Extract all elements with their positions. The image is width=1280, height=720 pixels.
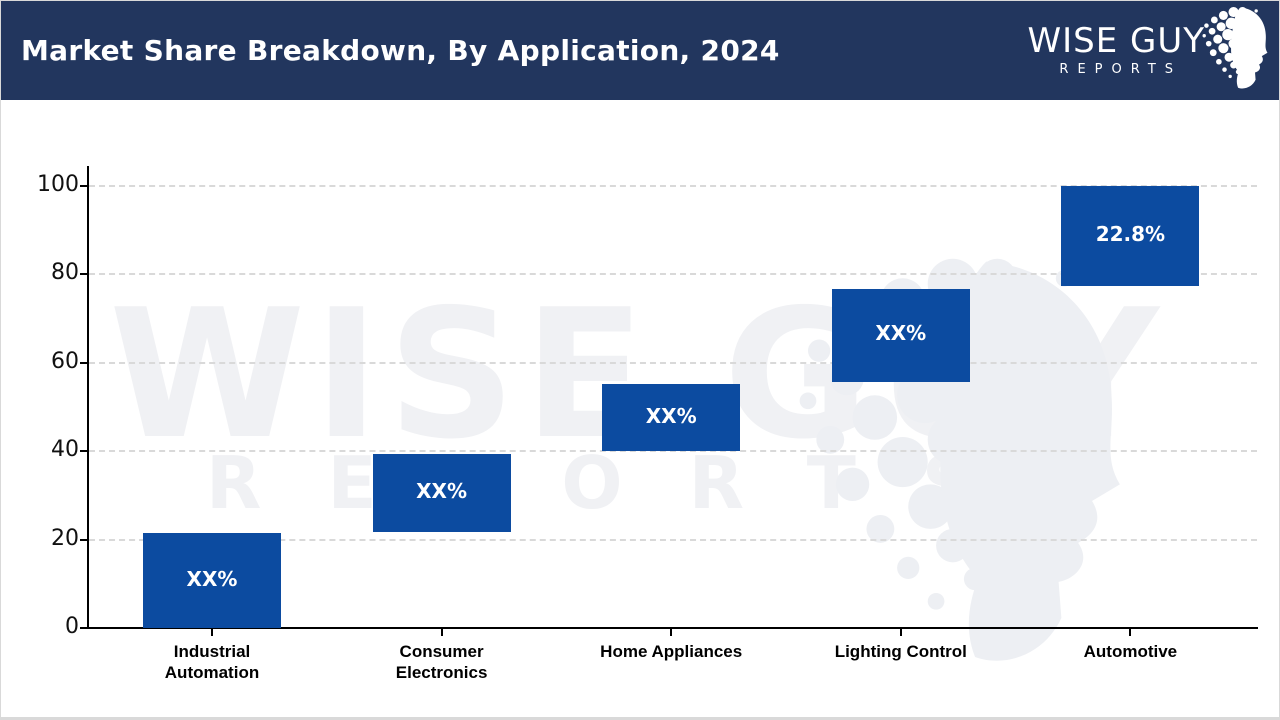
y-tick-mark bbox=[80, 361, 89, 364]
x-category-label: Industrial Automation bbox=[164, 642, 260, 683]
x-category-label: Consumer Electronics bbox=[395, 642, 488, 683]
gridline-80 bbox=[89, 273, 1257, 275]
y-tick-mark bbox=[80, 450, 89, 452]
bar-value-label: 22.8% bbox=[1095, 221, 1166, 246]
bar-5 bbox=[1061, 185, 1200, 287]
x-tick-mark bbox=[670, 629, 673, 636]
logo-reports-text: REPORTS bbox=[1059, 62, 1183, 77]
x-tick-mark bbox=[899, 629, 902, 636]
bar-3 bbox=[602, 384, 741, 451]
y-tick-mark bbox=[80, 184, 89, 187]
x-category-label: Home Appliances bbox=[600, 642, 743, 661]
gridline-40 bbox=[89, 450, 1257, 452]
bar-2 bbox=[372, 454, 511, 532]
y-tick-label: 60 bbox=[51, 348, 79, 374]
bar-4 bbox=[831, 288, 970, 382]
y-tick-label: 100 bbox=[37, 171, 79, 197]
bar-value-label: XX% bbox=[875, 321, 927, 346]
bottom-divider bbox=[1, 717, 1279, 719]
bar-1 bbox=[143, 533, 281, 628]
y-tick-mark bbox=[80, 627, 89, 629]
logo-wiseguy-text: WISE GUY bbox=[1027, 21, 1205, 61]
x-category-label: Lighting Control bbox=[834, 642, 967, 661]
y-tick-label: 20 bbox=[51, 525, 79, 551]
y-tick-mark bbox=[80, 273, 89, 275]
y-tick-label: 80 bbox=[51, 260, 79, 285]
y-tick-mark bbox=[80, 538, 89, 541]
x-tick-mark bbox=[1129, 629, 1132, 636]
bar-value-label: XX% bbox=[645, 403, 697, 428]
gridline-60 bbox=[89, 361, 1257, 364]
gridline-100 bbox=[89, 184, 1257, 187]
logo-text: WISE GUY REPORTS bbox=[1027, 24, 1205, 77]
bar-value-label: XX% bbox=[186, 566, 238, 591]
page-title: Market Share Breakdown, By Application, … bbox=[21, 34, 780, 67]
header-band: Market Share Breakdown, By Application, … bbox=[1, 1, 1279, 100]
x-axis-spine bbox=[87, 627, 1258, 629]
x-category-label: Automotive bbox=[1083, 642, 1178, 661]
x-tick-mark bbox=[440, 629, 443, 636]
wise-guy-reports-logo: WISE GUY REPORTS bbox=[1027, 1, 1275, 100]
y-tick-label: 0 bbox=[65, 614, 79, 639]
y-tick-label: 40 bbox=[51, 437, 79, 462]
bar-value-label: XX% bbox=[416, 478, 468, 503]
x-tick-mark bbox=[211, 629, 213, 636]
y-axis-spine bbox=[87, 166, 89, 629]
gridline-20 bbox=[89, 538, 1257, 541]
